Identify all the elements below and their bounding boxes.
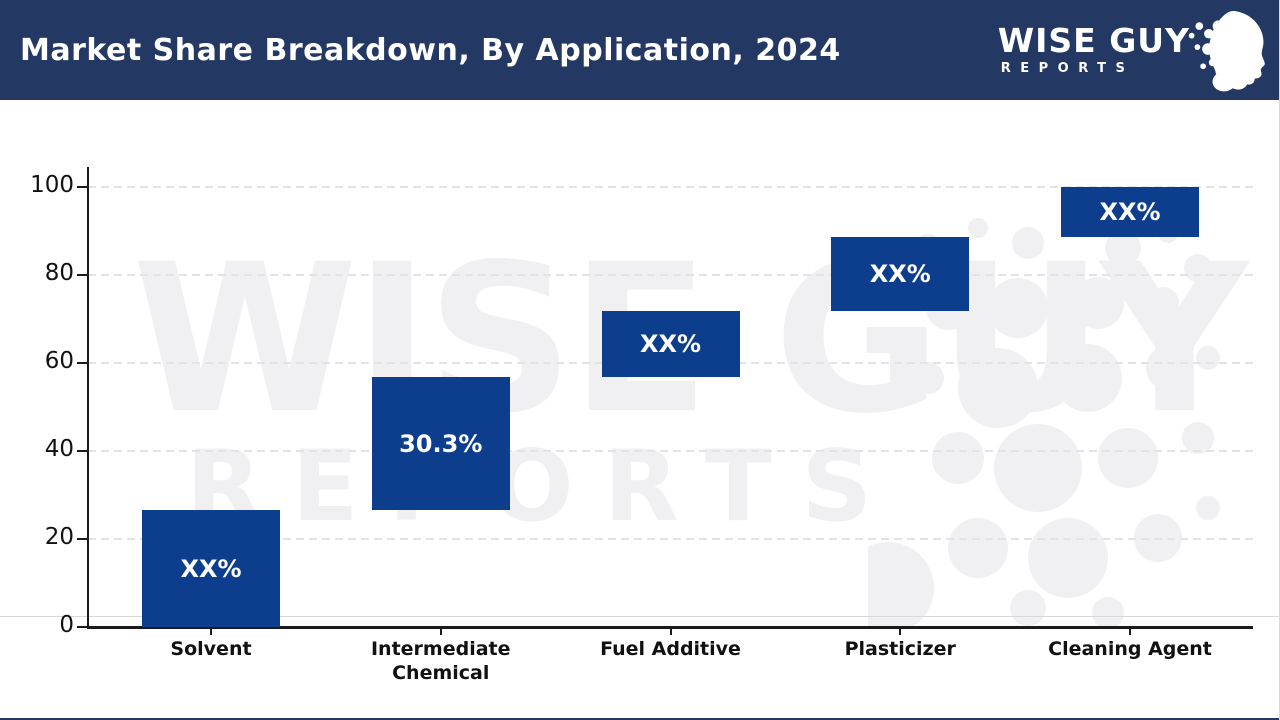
bar-value-label: XX% — [869, 259, 931, 288]
gridline-40 — [88, 450, 1253, 452]
logo-text: WISE GUY REPORTS — [998, 24, 1190, 76]
gridline-100 — [88, 186, 1253, 188]
footer-bar — [0, 718, 1279, 720]
chart-title: Market Share Breakdown, By Application, … — [20, 32, 841, 68]
category-label-cleaning-agent: Cleaning Agent — [1048, 638, 1212, 660]
bar-segment-intermediate-chemical: 30.3% — [371, 377, 510, 511]
y-axis-tick-mark — [77, 186, 88, 188]
bar-value-label: 30.3% — [399, 429, 483, 458]
wise-guy-logo: WISE GUY REPORTS — [998, 6, 1270, 94]
gridline-20 — [88, 538, 1253, 540]
y-axis-tick-mark — [77, 450, 88, 452]
category-label-plasticizer: Plasticizer — [844, 638, 956, 660]
bar-segment-plasticizer: XX% — [831, 237, 970, 311]
watermark-subword: REPORTS — [186, 430, 903, 544]
category-label-solvent: Solvent — [170, 638, 252, 660]
x-axis-tick-mark — [439, 627, 442, 635]
logo-name: WISE GUY — [997, 21, 1190, 60]
y-axis-tick-label: 100 — [30, 172, 74, 198]
y-axis-spine — [86, 167, 89, 628]
plot-area: 0 20 40 60 80 100 XX% Solvent 30.3% Intermediate … — [0, 100, 1279, 720]
y-axis-tick-label: 60 — [44, 348, 74, 374]
y-axis-tick-label: 0 — [59, 612, 74, 638]
bar-segment-fuel-additive: XX% — [601, 310, 740, 378]
x-axis-tick-mark — [1129, 627, 1131, 635]
y-axis-tick-label: 40 — [44, 436, 74, 462]
logo-subname: REPORTS — [1000, 61, 1135, 76]
category-label-fuel-additive: Fuel Additive — [600, 638, 741, 660]
bar-segment-solvent: XX% — [142, 510, 280, 627]
x-axis-tick-mark — [210, 627, 212, 635]
bar-value-label: XX% — [180, 554, 242, 583]
y-axis-tick-mark — [77, 538, 88, 540]
bar-value-label: XX% — [1099, 198, 1161, 227]
bar-value-label: XX% — [639, 329, 702, 358]
bar-segment-cleaning-agent: XX% — [1061, 187, 1199, 238]
logo-head-icon — [1188, 10, 1265, 92]
gridline-80 — [88, 274, 1253, 276]
y-axis-tick-label: 20 — [44, 524, 74, 550]
bottom-divider — [0, 616, 1279, 617]
y-axis-tick-mark — [77, 626, 88, 628]
y-axis-tick-mark — [77, 362, 88, 364]
header-band: Market Share Breakdown, By Application, … — [0, 0, 1279, 100]
x-axis-tick-mark — [899, 627, 902, 635]
y-axis-tick-mark — [77, 274, 88, 276]
y-axis-tick-label: 80 — [44, 260, 74, 286]
category-label-intermediate-chemical: Intermediate Chemical — [370, 638, 511, 684]
x-axis-tick-mark — [669, 627, 672, 635]
